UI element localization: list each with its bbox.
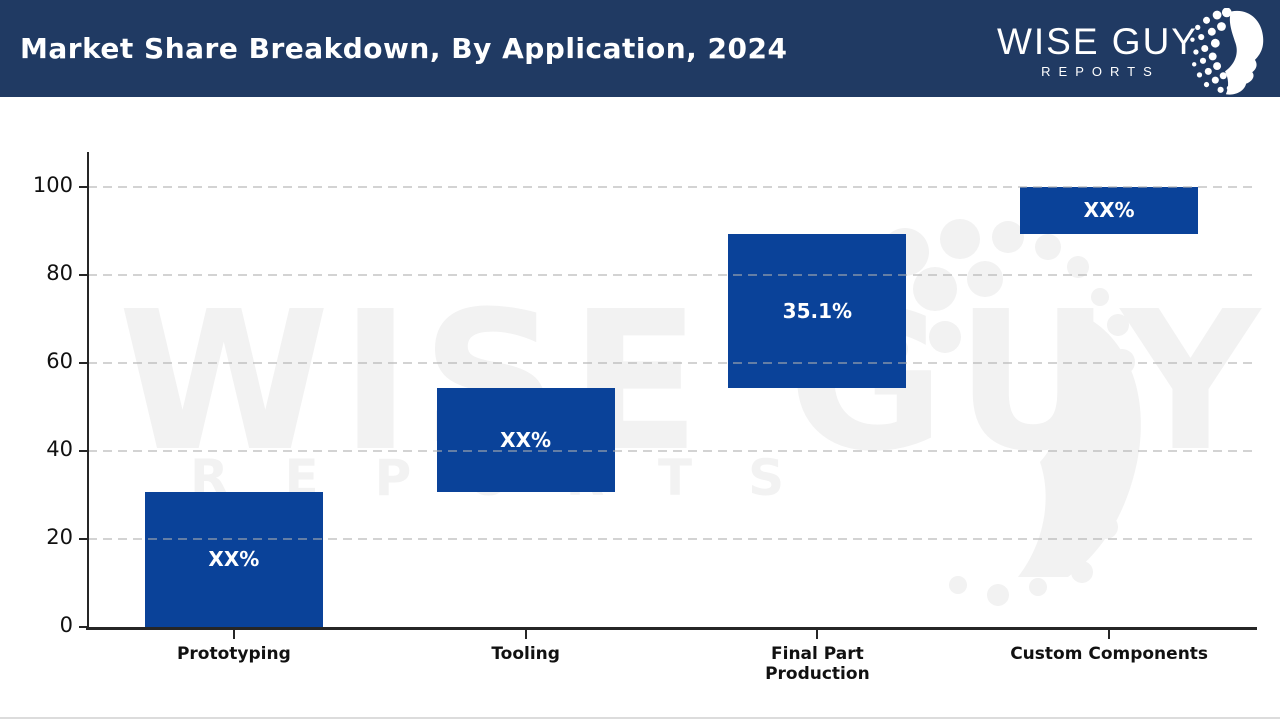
y-axis-tick-label: 20	[46, 525, 73, 549]
bar-segment	[1020, 187, 1199, 234]
y-axis-tick	[79, 538, 87, 540]
bar-value-label: 35.1%	[782, 298, 853, 323]
gridline	[88, 450, 1255, 452]
bar-segment	[144, 491, 323, 627]
y-axis-line	[87, 152, 89, 630]
bar-segment	[436, 388, 615, 492]
bar-value-label: XX%	[500, 428, 552, 452]
wiseguy-logo: WISE GUY REPORTS	[997, 6, 1266, 96]
y-axis-tick-label: 0	[59, 613, 73, 637]
watermark-face-icon	[869, 219, 1141, 606]
logo-face-icon	[1190, 8, 1264, 95]
y-axis-tick-label: 40	[46, 437, 73, 461]
x-axis-tick	[1108, 630, 1111, 639]
page-title: Market Share Breakdown, By Application, …	[20, 32, 788, 65]
x-axis-line	[86, 627, 1257, 630]
x-axis-category-label: Tooling	[491, 644, 560, 664]
gridline	[88, 362, 1255, 364]
x-axis-category-label: Prototyping	[176, 644, 291, 664]
y-axis-tick	[79, 626, 87, 628]
bar-value-label: XX%	[1083, 198, 1135, 223]
gridline	[88, 186, 1255, 188]
y-axis-tick	[79, 274, 87, 276]
gridline	[88, 538, 1255, 540]
x-axis-tick	[816, 630, 819, 639]
y-axis-tick	[79, 186, 87, 188]
logo-text: WISE GUY REPORTS	[996, 21, 1198, 79]
header: Market Share Breakdown, By Application, …	[0, 0, 1280, 97]
y-axis-tick-label: 100	[32, 173, 73, 197]
x-axis-tick	[232, 630, 235, 639]
x-axis-tick	[524, 630, 527, 639]
bar-value-label: XX%	[208, 547, 260, 572]
y-axis-tick	[79, 450, 87, 452]
x-axis-category-label: Custom Components	[1010, 644, 1209, 664]
logo-subtext: REPORTS	[1041, 63, 1160, 79]
logo-wordmark: WISE GUY	[996, 21, 1198, 63]
y-axis-tick-label: 60	[46, 349, 73, 373]
x-axis-category-label: Final Part Production	[765, 644, 870, 685]
y-axis-tick	[79, 362, 87, 364]
gridline	[88, 274, 1255, 276]
chart-area: WISE GUY REPORTS 020406080100XX%Prototyp…	[0, 97, 1280, 720]
bottom-divider	[0, 717, 1280, 719]
y-axis-tick-label: 80	[46, 261, 73, 285]
